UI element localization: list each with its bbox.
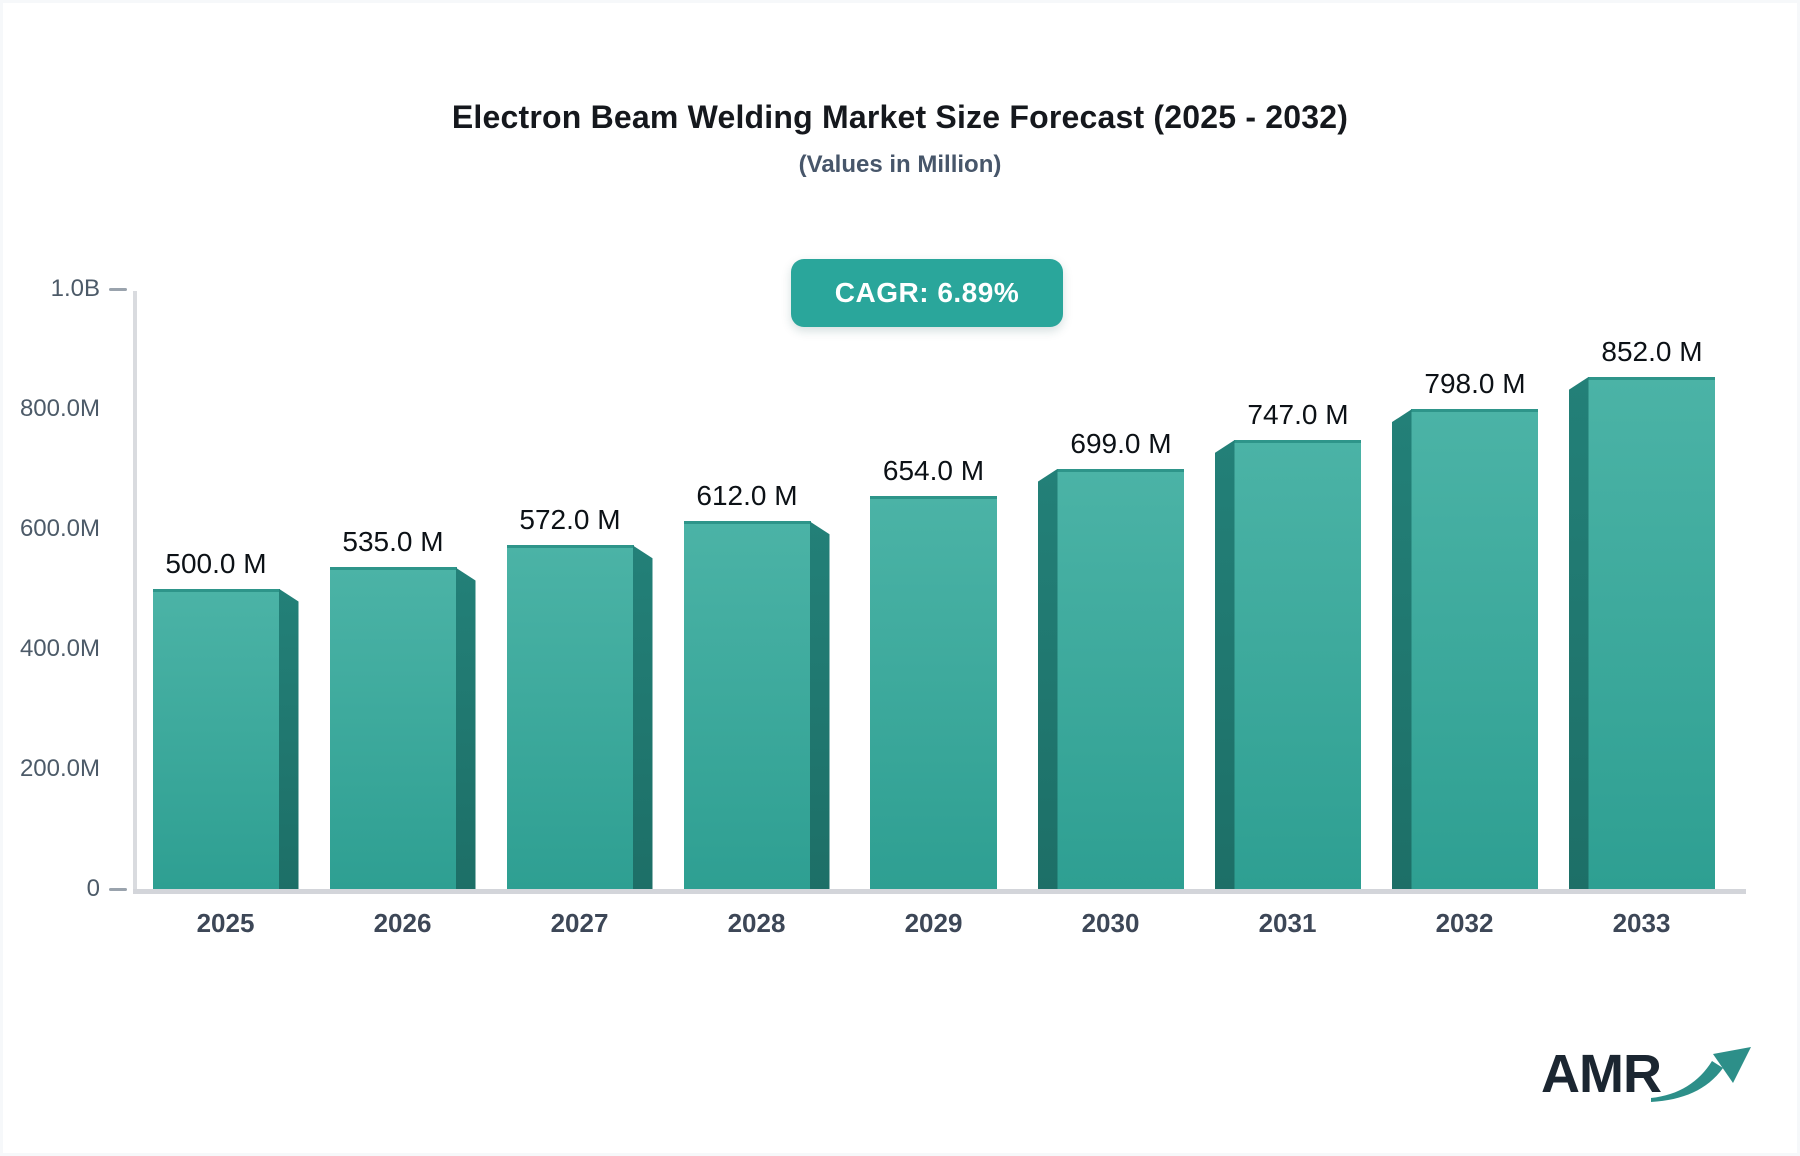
x-label-2028: 2028	[727, 908, 786, 938]
bar-face	[870, 495, 997, 889]
bar-column-2030: 699.0 M	[1022, 288, 1199, 889]
y-tick-dash	[109, 287, 127, 291]
bar-face	[683, 521, 811, 889]
bar-face	[1410, 409, 1538, 889]
x-label-2031: 2031	[1258, 908, 1317, 938]
bar-side-shade	[632, 545, 653, 889]
cagr-badge-label: CAGR: 6.89%	[834, 277, 1020, 308]
chart-canvas: Electron Beam Welding Market Size Foreca…	[3, 3, 1797, 1153]
bar-value-label: 500.0 M	[165, 547, 267, 579]
y-tick-label: 600.0M	[19, 515, 100, 542]
bar-side-shade	[809, 521, 830, 889]
bar-value-label: 572.0 M	[519, 504, 621, 536]
x-label-2030: 2030	[1081, 908, 1140, 938]
y-tick-800.0M: 800.0M	[3, 394, 127, 424]
x-axis-labels: 2025 2026 2027 2028 2029 2030 2031 2032 2033	[137, 905, 1730, 941]
bar-face	[1587, 376, 1715, 889]
chart-title: Electron Beam Welding Market Size Foreca…	[451, 99, 1349, 135]
bar-side-shade	[455, 567, 476, 889]
bar-side-shade	[1568, 376, 1589, 889]
y-tick-0: 0	[3, 874, 127, 904]
bar-2029[interactable]: 654.0 M	[870, 455, 997, 889]
y-tick-1.0B: 1.0B	[3, 274, 127, 304]
bar-value-label: 612.0 M	[696, 480, 798, 512]
y-tick-label: 400.0M	[19, 635, 100, 662]
cagr-badge: CAGR: 6.89%	[791, 259, 1063, 327]
bar-2025[interactable]: 500.0 M	[152, 548, 299, 889]
y-tick-label: 200.0M	[19, 755, 100, 782]
bar-2031[interactable]: 747.0 M	[1214, 399, 1361, 889]
bar-side-shade	[1214, 440, 1235, 889]
x-label-2033: 2033	[1612, 908, 1671, 938]
chart-subtitle: (Values in Million)	[798, 151, 1002, 178]
x-label-2032: 2032	[1435, 908, 1494, 938]
bar-column-2033: 852.0 M	[1553, 288, 1730, 889]
amr-logo-text: AMR	[1541, 1044, 1662, 1104]
bar-side-shade	[1391, 409, 1412, 889]
bar-face	[1056, 468, 1184, 889]
bar-2032[interactable]: 798.0 M	[1391, 368, 1538, 889]
bar-column-2032: 798.0 M	[1376, 288, 1553, 889]
y-tick-600.0M: 600.0M	[3, 514, 127, 544]
y-tick-200.0M: 200.0M	[3, 754, 127, 784]
y-axis-line	[133, 291, 137, 891]
bar-value-label: 852.0 M	[1601, 335, 1703, 367]
bar-value-label: 747.0 M	[1247, 399, 1349, 431]
bar-value-label: 699.0 M	[1070, 427, 1172, 459]
x-label-2026: 2026	[373, 908, 432, 938]
bar-2027[interactable]: 572.0 M	[506, 504, 653, 889]
y-tick-400.0M: 400.0M	[3, 634, 127, 664]
bar-2026[interactable]: 535.0 M	[329, 526, 476, 889]
bar-value-label: 798.0 M	[1424, 368, 1526, 400]
x-label-2029: 2029	[904, 908, 963, 938]
y-tick-label: 800.0M	[19, 395, 100, 422]
bar-column-2029: 654.0 M	[845, 288, 1022, 889]
growth-arrow-icon	[1650, 1047, 1751, 1102]
bar-2033[interactable]: 852.0 M	[1568, 336, 1715, 889]
x-axis-line	[133, 889, 1746, 894]
bars-area: 500.0 M 535.0 M 572.0 M 612.0 M 654.0 M 699.0…	[137, 288, 1730, 889]
bar-side-shade	[278, 588, 299, 889]
x-label-2027: 2027	[550, 908, 609, 938]
bar-value-label: 654.0 M	[882, 454, 985, 486]
y-tick-dash	[109, 887, 127, 891]
y-tick-label: 0	[86, 875, 100, 902]
x-label-2025: 2025	[196, 908, 255, 938]
bar-column-2025: 500.0 M	[137, 288, 314, 889]
bar-side-shade	[1037, 468, 1058, 889]
bar-2028[interactable]: 612.0 M	[683, 480, 830, 889]
amr-logo: AMR	[1541, 1035, 1761, 1113]
bar-column-2026: 535.0 M	[314, 288, 491, 889]
bar-column-2031: 747.0 M	[1199, 288, 1376, 889]
y-tick-label: 1.0B	[50, 275, 100, 302]
bar-column-2027: 572.0 M	[491, 288, 668, 889]
bar-face	[329, 567, 457, 889]
bar-face	[1233, 440, 1361, 889]
bar-column-2028: 612.0 M	[668, 288, 845, 889]
bar-face	[152, 588, 280, 889]
bar-value-label: 535.0 M	[342, 526, 444, 558]
bar-2030[interactable]: 699.0 M	[1037, 428, 1184, 889]
bar-face	[506, 545, 634, 889]
